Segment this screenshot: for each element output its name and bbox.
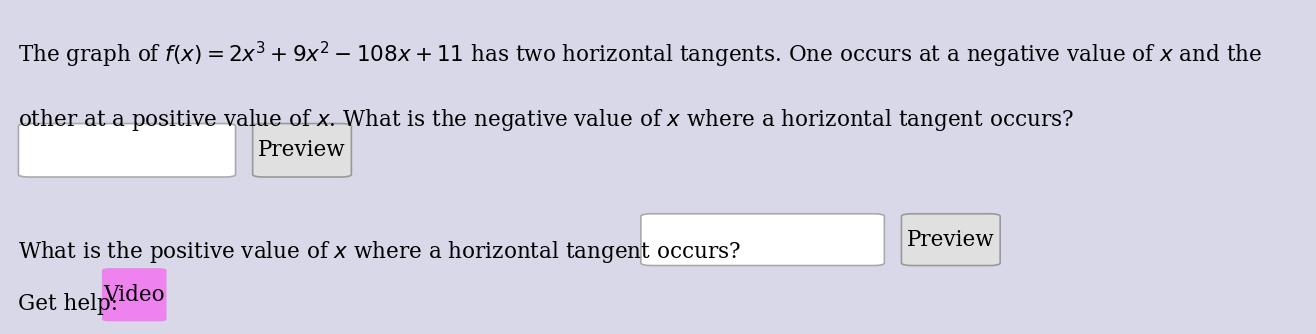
Text: other at a positive value of $x$. What is the negative value of $x$ where a hori: other at a positive value of $x$. What i… xyxy=(18,107,1074,133)
Text: The graph of $f(x) = 2x^3 + 9x^2 - 108x + 11$ has two horizontal tangents. One o: The graph of $f(x) = 2x^3 + 9x^2 - 108x … xyxy=(18,40,1263,70)
FancyBboxPatch shape xyxy=(641,214,884,266)
Text: Video: Video xyxy=(104,284,164,306)
Text: What is the positive value of $x$ where a horizontal tangent occurs?: What is the positive value of $x$ where … xyxy=(18,239,741,265)
Text: Preview: Preview xyxy=(258,139,346,161)
FancyBboxPatch shape xyxy=(901,214,1000,266)
FancyBboxPatch shape xyxy=(253,124,351,177)
FancyBboxPatch shape xyxy=(18,124,236,177)
Text: Preview: Preview xyxy=(907,229,995,250)
FancyBboxPatch shape xyxy=(103,269,166,321)
Text: Get help:: Get help: xyxy=(18,293,132,315)
